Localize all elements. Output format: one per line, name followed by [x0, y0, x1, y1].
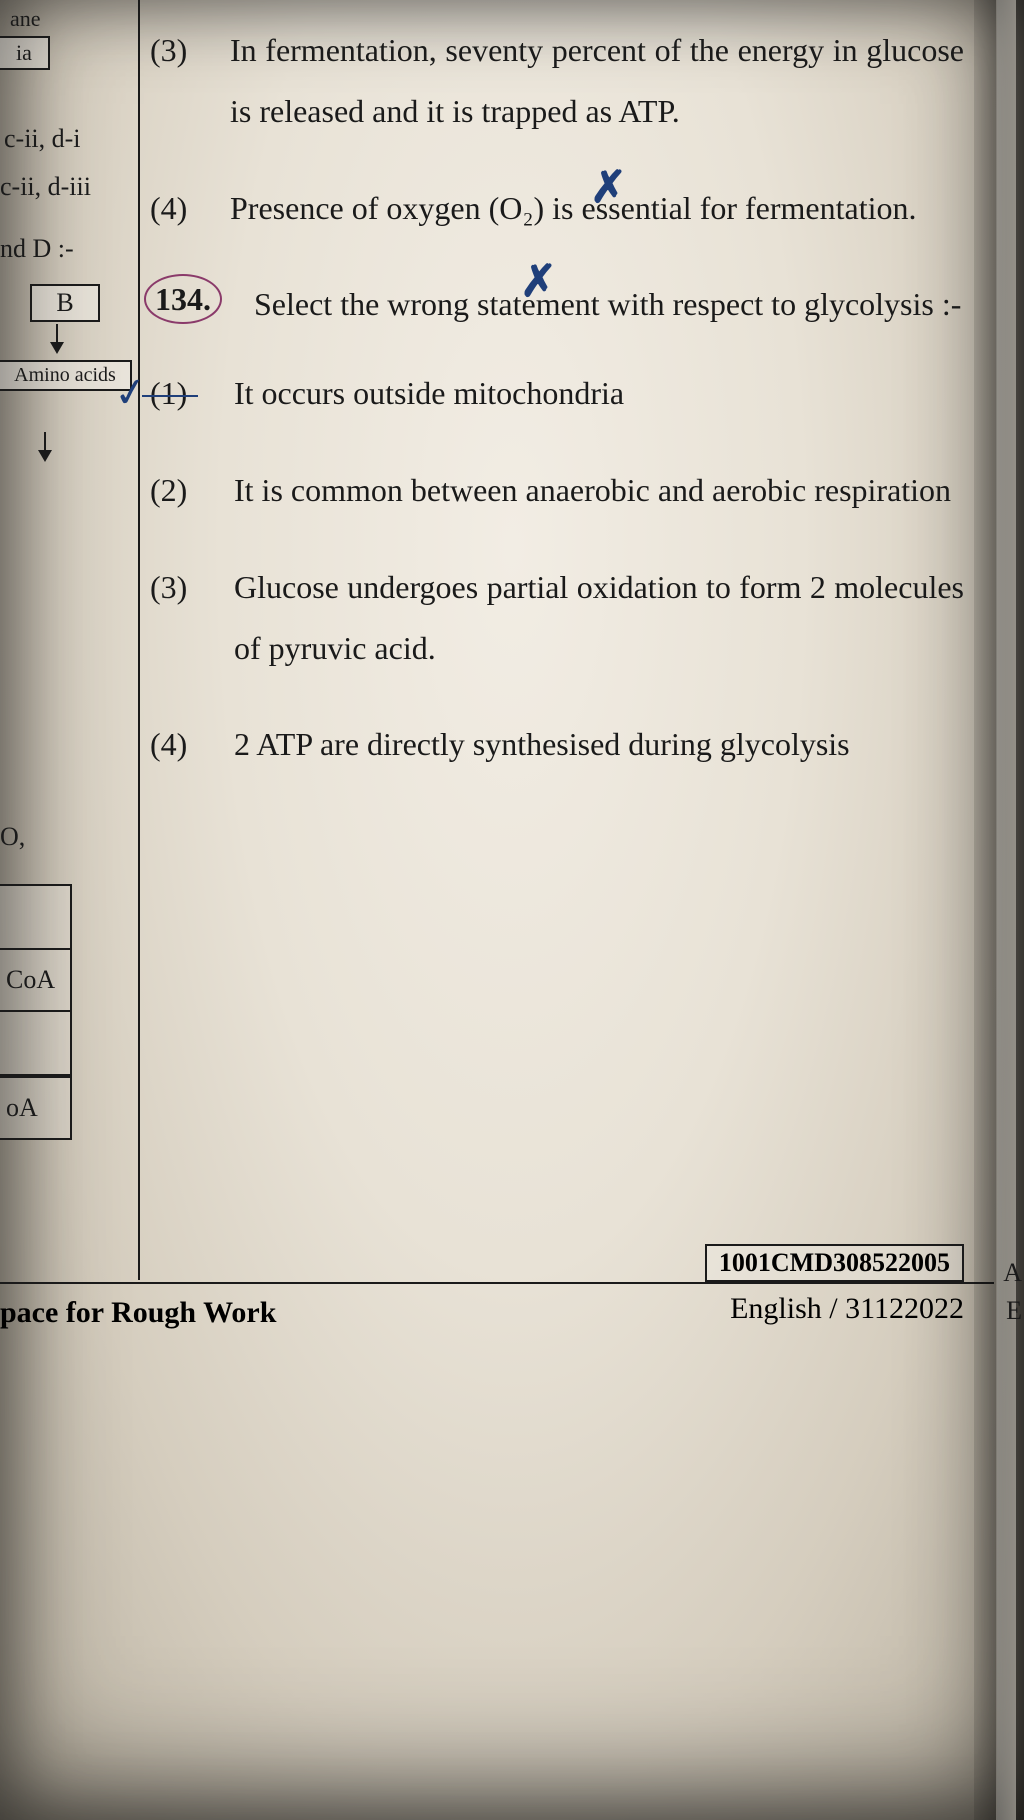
- main-column: (3) In fermentation, seventy percent of …: [150, 20, 964, 811]
- frag-cii-di: c-ii, d-i: [4, 124, 81, 154]
- column-divider: [138, 0, 140, 1280]
- statement-4: (4) Presence of oxygen (O₂) is essential…: [150, 178, 964, 239]
- option-2: (2) It is common between anaerobic and a…: [150, 460, 964, 521]
- footer-rule: [0, 1282, 994, 1284]
- box-b: B: [30, 284, 100, 322]
- option-4-number: (4): [150, 714, 187, 775]
- next-page-sliver: [996, 0, 1016, 1820]
- cell-oa: oA: [0, 1076, 72, 1140]
- option-3-number: (3): [150, 557, 187, 618]
- option-1-number: (1): [150, 363, 187, 424]
- exam-page: ane ia c-ii, d-i c-ii, d-iii nd D :- B A…: [0, 0, 1024, 1820]
- option-3: (3) Glucose undergoes partial oxidation …: [150, 557, 964, 679]
- statement-4-number: (4): [150, 178, 187, 239]
- option-3-text: Glucose undergoes partial oxidation to f…: [234, 557, 964, 679]
- rough-work-label: pace for Rough Work: [0, 1296, 276, 1330]
- arrow-b-down: [56, 320, 58, 352]
- question-text: Select the wrong statement with respect …: [254, 274, 964, 335]
- option-4-text: 2 ATP are directly synthesised during gl…: [234, 714, 964, 775]
- statement-3-number: (3): [150, 20, 187, 81]
- question-134: 134. Select the wrong statement with res…: [150, 274, 964, 335]
- left-cutoff-column: ane ia c-ii, d-i c-ii, d-iii nd D :- B A…: [0, 0, 130, 1820]
- option-2-number: (2): [150, 460, 187, 521]
- frag-ane: ane: [10, 6, 41, 32]
- option-1: ✓ (1) It occurs outside mitochondria: [150, 363, 964, 424]
- option-4: (4) 2 ATP are directly synthesised durin…: [150, 714, 964, 775]
- frag-ndD: nd D :-: [0, 234, 74, 264]
- arrow-amino-down: [44, 428, 46, 460]
- paper-code-box: 1001CMD308522005: [705, 1244, 964, 1282]
- language-date: English / 31122022: [730, 1292, 964, 1326]
- frag-cii-diii: c-ii, d-iii: [0, 172, 91, 202]
- far-right-letter-a: A: [1003, 1258, 1022, 1288]
- far-right-letter-e: E: [1006, 1296, 1022, 1326]
- frag-ia-box: ia: [0, 36, 50, 70]
- statement-3-text: In fermentation, seventy percent of the …: [230, 20, 964, 142]
- cell-coa: CoA: [0, 948, 72, 1012]
- question-number-circled: 134.: [144, 274, 222, 324]
- statement-4-text: Presence of oxygen (O₂) is essential for…: [230, 178, 964, 239]
- frag-O: O,: [0, 822, 25, 852]
- statement-3: (3) In fermentation, seventy percent of …: [150, 20, 964, 142]
- table-fragment: CoA oA: [0, 884, 72, 1140]
- option-2-text: It is common between anaerobic and aerob…: [234, 460, 964, 521]
- option-1-text: It occurs outside mitochondria: [234, 363, 964, 424]
